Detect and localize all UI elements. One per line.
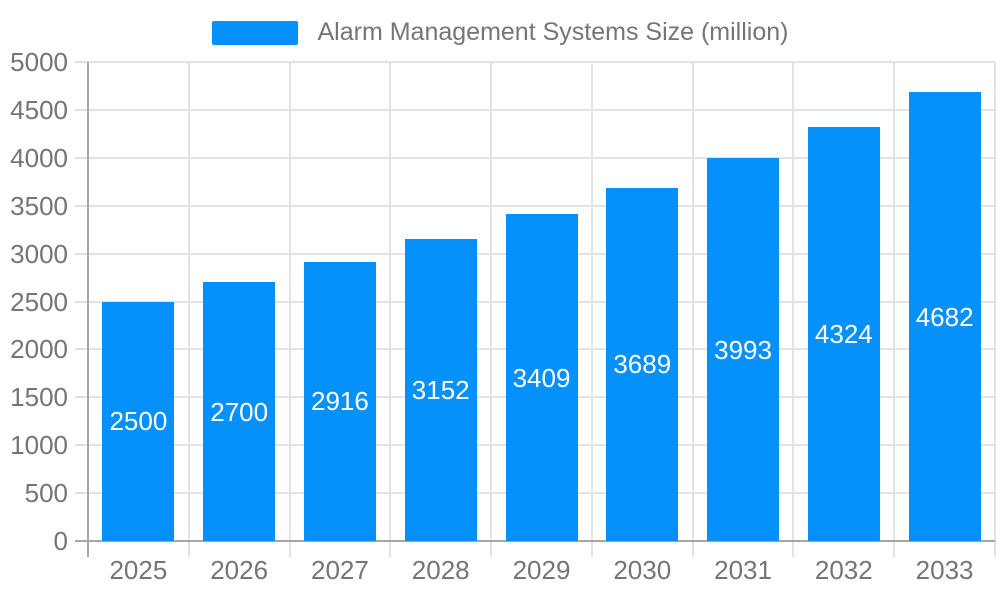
legend-label: Alarm Management Systems Size (million) [317, 18, 789, 46]
y-axis-tick [75, 156, 88, 159]
x-tick-label: 2025 [109, 555, 168, 585]
y-tick-label: 5000 [10, 47, 68, 77]
bar-2033[interactable] [908, 92, 981, 541]
gridline-horizontal [88, 61, 995, 63]
y-axis-tick [75, 204, 88, 207]
y-axis-line [87, 62, 89, 557]
bar-value-label: 2916 [311, 386, 369, 417]
bar-value-label: 3152 [411, 375, 470, 406]
bar-2028[interactable] [404, 239, 477, 541]
bar-2030[interactable] [606, 187, 679, 541]
gridline-vertical [389, 62, 392, 557]
x-tick-label: 2030 [613, 555, 672, 585]
x-tick-label: 2033 [915, 555, 974, 585]
gridline-vertical [490, 62, 493, 557]
gridline-vertical [691, 62, 694, 557]
legend-item[interactable]: Alarm Management Systems Size (million) [211, 18, 789, 47]
y-tick-label: 2500 [10, 286, 68, 317]
y-axis-tick [75, 252, 88, 255]
y-axis-tick [75, 300, 88, 303]
y-tick-label: 1500 [10, 382, 68, 413]
bar-value-label: 3409 [512, 362, 571, 393]
x-tick-label: 2027 [311, 555, 369, 585]
x-tick-label: 2029 [512, 555, 571, 585]
y-tick-label: 2000 [10, 334, 68, 365]
gridline-vertical [893, 62, 896, 557]
bar-value-label: 2700 [210, 396, 269, 427]
y-axis-tick [75, 61, 88, 63]
bar-2025[interactable] [102, 301, 175, 541]
gridline-horizontal [88, 204, 995, 207]
legend-swatch [211, 20, 298, 45]
bar-2029[interactable] [505, 214, 578, 541]
y-tick-label: 1000 [10, 430, 68, 461]
gridline-horizontal [88, 156, 995, 159]
bar-value-label: 4682 [915, 301, 974, 332]
y-tick-label: 4500 [10, 94, 68, 125]
gridline-vertical [187, 62, 190, 557]
bar-2026[interactable] [203, 282, 276, 541]
y-tick-label: 4000 [10, 142, 68, 173]
y-tick-label: 3000 [10, 238, 68, 269]
x-axis-line [75, 540, 995, 542]
gridline-horizontal [88, 108, 995, 111]
x-tick-label: 2026 [210, 555, 269, 585]
y-axis-tick [75, 492, 88, 495]
x-tick-label: 2031 [714, 555, 772, 585]
y-axis-tick [75, 444, 88, 447]
bar-value-label: 3993 [714, 334, 772, 365]
x-tick-label: 2032 [814, 555, 873, 585]
bar-2027[interactable] [303, 261, 376, 541]
bar-2032[interactable] [807, 126, 880, 541]
y-tick-label: 0 [53, 526, 68, 556]
gridline-vertical [590, 62, 593, 557]
y-axis-tick [75, 396, 88, 399]
gridline-vertical [288, 62, 291, 557]
bar-value-label: 2500 [109, 406, 168, 437]
y-axis-tick [75, 108, 88, 111]
y-axis-tick [75, 348, 88, 351]
x-tick-label: 2028 [411, 555, 470, 585]
gridline-vertical [792, 62, 795, 557]
legend: Alarm Management Systems Size (million) [0, 18, 1000, 47]
gridline-vertical [994, 62, 996, 557]
bar-value-label: 3689 [613, 349, 672, 380]
y-tick-label: 500 [24, 478, 68, 509]
y-tick-label: 3500 [10, 190, 68, 221]
bar-2031[interactable] [707, 158, 780, 541]
bar-value-label: 4324 [814, 318, 873, 349]
